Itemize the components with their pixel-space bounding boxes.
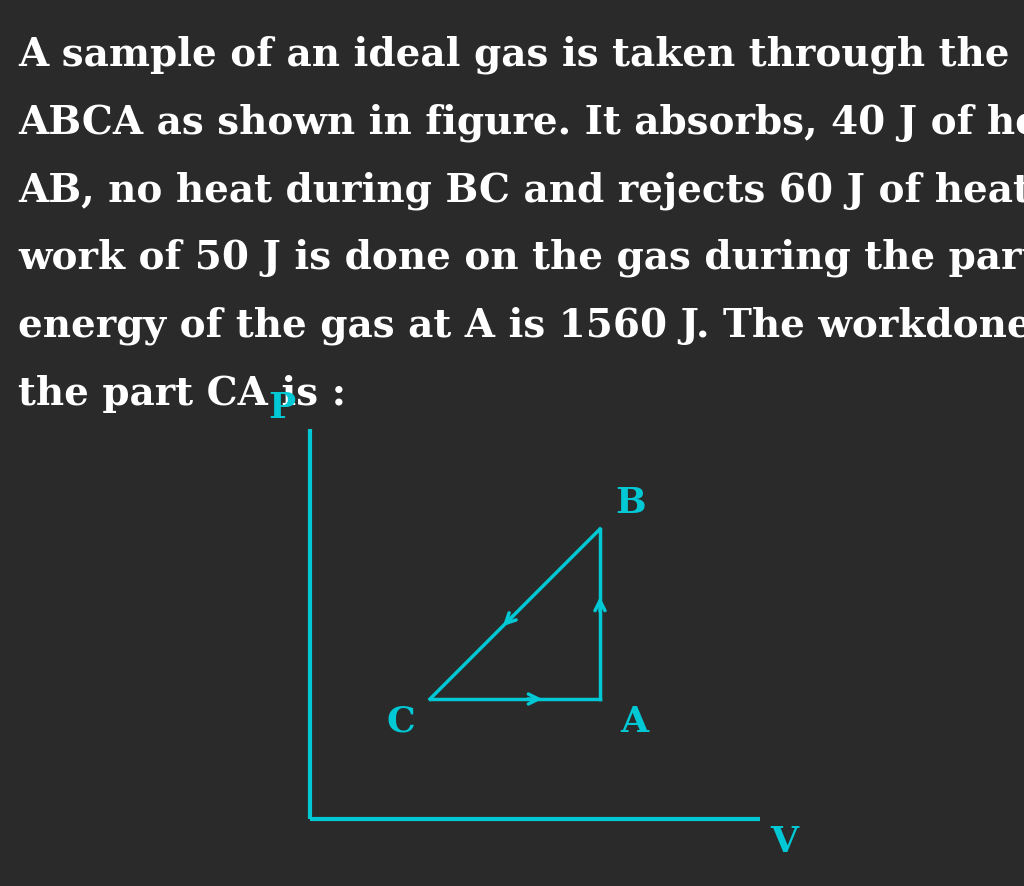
Text: work of 50 J is done on the gas during the part BC. The internal: work of 50 J is done on the gas during t… [18,238,1024,277]
Text: V: V [770,824,798,858]
Text: ABCA as shown in figure. It absorbs, 40 J of heat during the part: ABCA as shown in figure. It absorbs, 40 … [18,103,1024,142]
Text: AB, no heat during BC and rejects 60 J of heat during CA. A: AB, no heat during BC and rejects 60 J o… [18,171,1024,209]
Text: energy of the gas at A is 1560 J. The workdone by the gas during: energy of the gas at A is 1560 J. The wo… [18,307,1024,346]
Text: the part CA is :: the part CA is : [18,375,346,413]
Text: A: A [620,704,648,738]
Text: C: C [386,704,415,738]
Text: B: B [615,486,645,519]
Text: A sample of an ideal gas is taken through the cyclic process: A sample of an ideal gas is taken throug… [18,35,1024,74]
Text: P: P [268,391,295,424]
